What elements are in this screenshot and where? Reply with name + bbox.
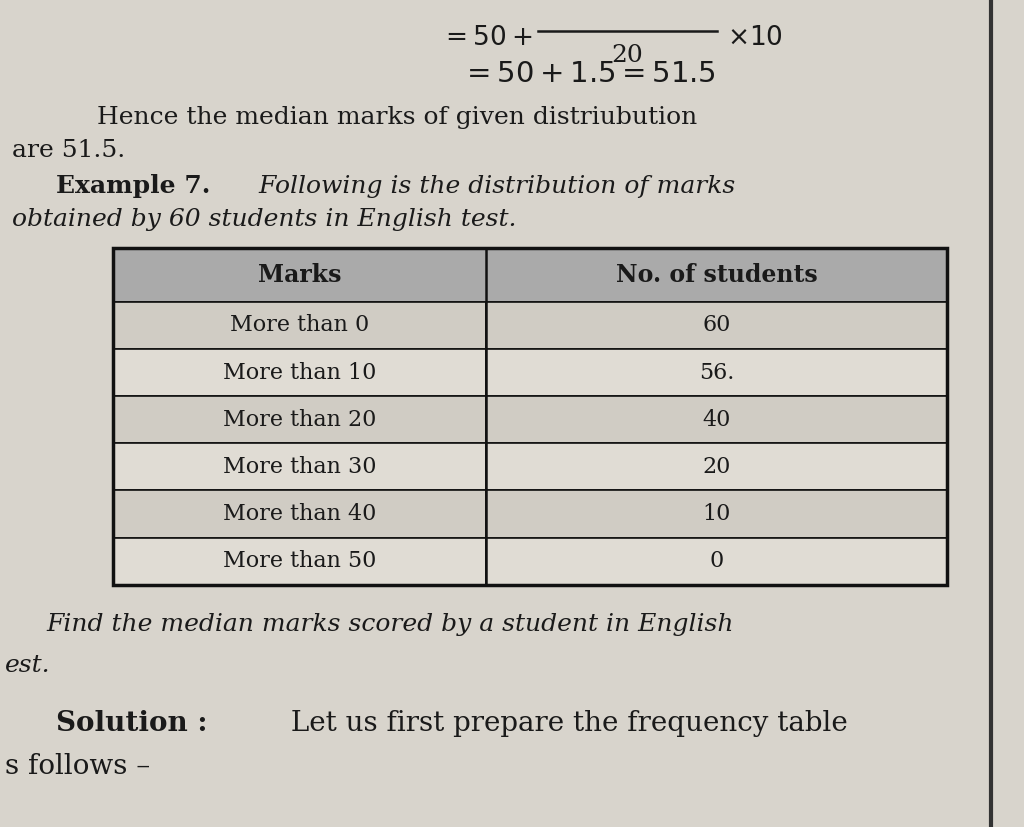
Bar — [486, 538, 947, 585]
Text: Hence the median marks of given distriubution: Hence the median marks of given distriub… — [97, 106, 697, 129]
Text: Solution :: Solution : — [56, 710, 208, 737]
Bar — [486, 443, 947, 490]
Text: 20: 20 — [702, 456, 731, 478]
Text: Following is the distribution of marks: Following is the distribution of marks — [251, 174, 735, 198]
Text: are 51.5.: are 51.5. — [12, 139, 126, 162]
Text: $\times 10$: $\times 10$ — [727, 25, 783, 50]
Text: 20: 20 — [610, 44, 643, 67]
Bar — [113, 302, 486, 349]
Text: est.: est. — [5, 654, 51, 677]
Bar — [113, 443, 486, 490]
Text: obtained by 60 students in English test.: obtained by 60 students in English test. — [12, 208, 517, 231]
Text: s follows –: s follows – — [5, 753, 151, 780]
Text: No. of students: No. of students — [615, 263, 818, 287]
Bar — [113, 490, 486, 538]
Bar — [113, 248, 947, 585]
Text: More than 40: More than 40 — [223, 503, 376, 525]
Text: $=50+$: $=50+$ — [440, 25, 532, 50]
Bar — [113, 349, 486, 396]
Text: 0: 0 — [710, 550, 724, 572]
Text: 56.: 56. — [699, 361, 734, 384]
Text: Marks: Marks — [258, 263, 341, 287]
Bar — [113, 396, 486, 443]
Text: Example 7.: Example 7. — [56, 174, 211, 198]
Bar — [113, 248, 947, 302]
Text: More than 50: More than 50 — [223, 550, 376, 572]
Bar — [486, 490, 947, 538]
Text: More than 20: More than 20 — [223, 409, 376, 431]
Text: More than 10: More than 10 — [223, 361, 376, 384]
Bar — [486, 349, 947, 396]
Bar — [486, 396, 947, 443]
Text: 40: 40 — [702, 409, 731, 431]
Text: Let us first prepare the frequency table: Let us first prepare the frequency table — [282, 710, 847, 737]
Text: 60: 60 — [702, 314, 731, 337]
Text: 10: 10 — [702, 503, 731, 525]
Text: Find the median marks scored by a student in English: Find the median marks scored by a studen… — [46, 613, 733, 636]
Bar — [486, 302, 947, 349]
Text: More than 0: More than 0 — [230, 314, 369, 337]
Text: More than 30: More than 30 — [223, 456, 376, 478]
Text: $= 50 + 1.5 = 51.5$: $= 50 + 1.5 = 51.5$ — [462, 60, 716, 88]
Bar — [113, 538, 486, 585]
